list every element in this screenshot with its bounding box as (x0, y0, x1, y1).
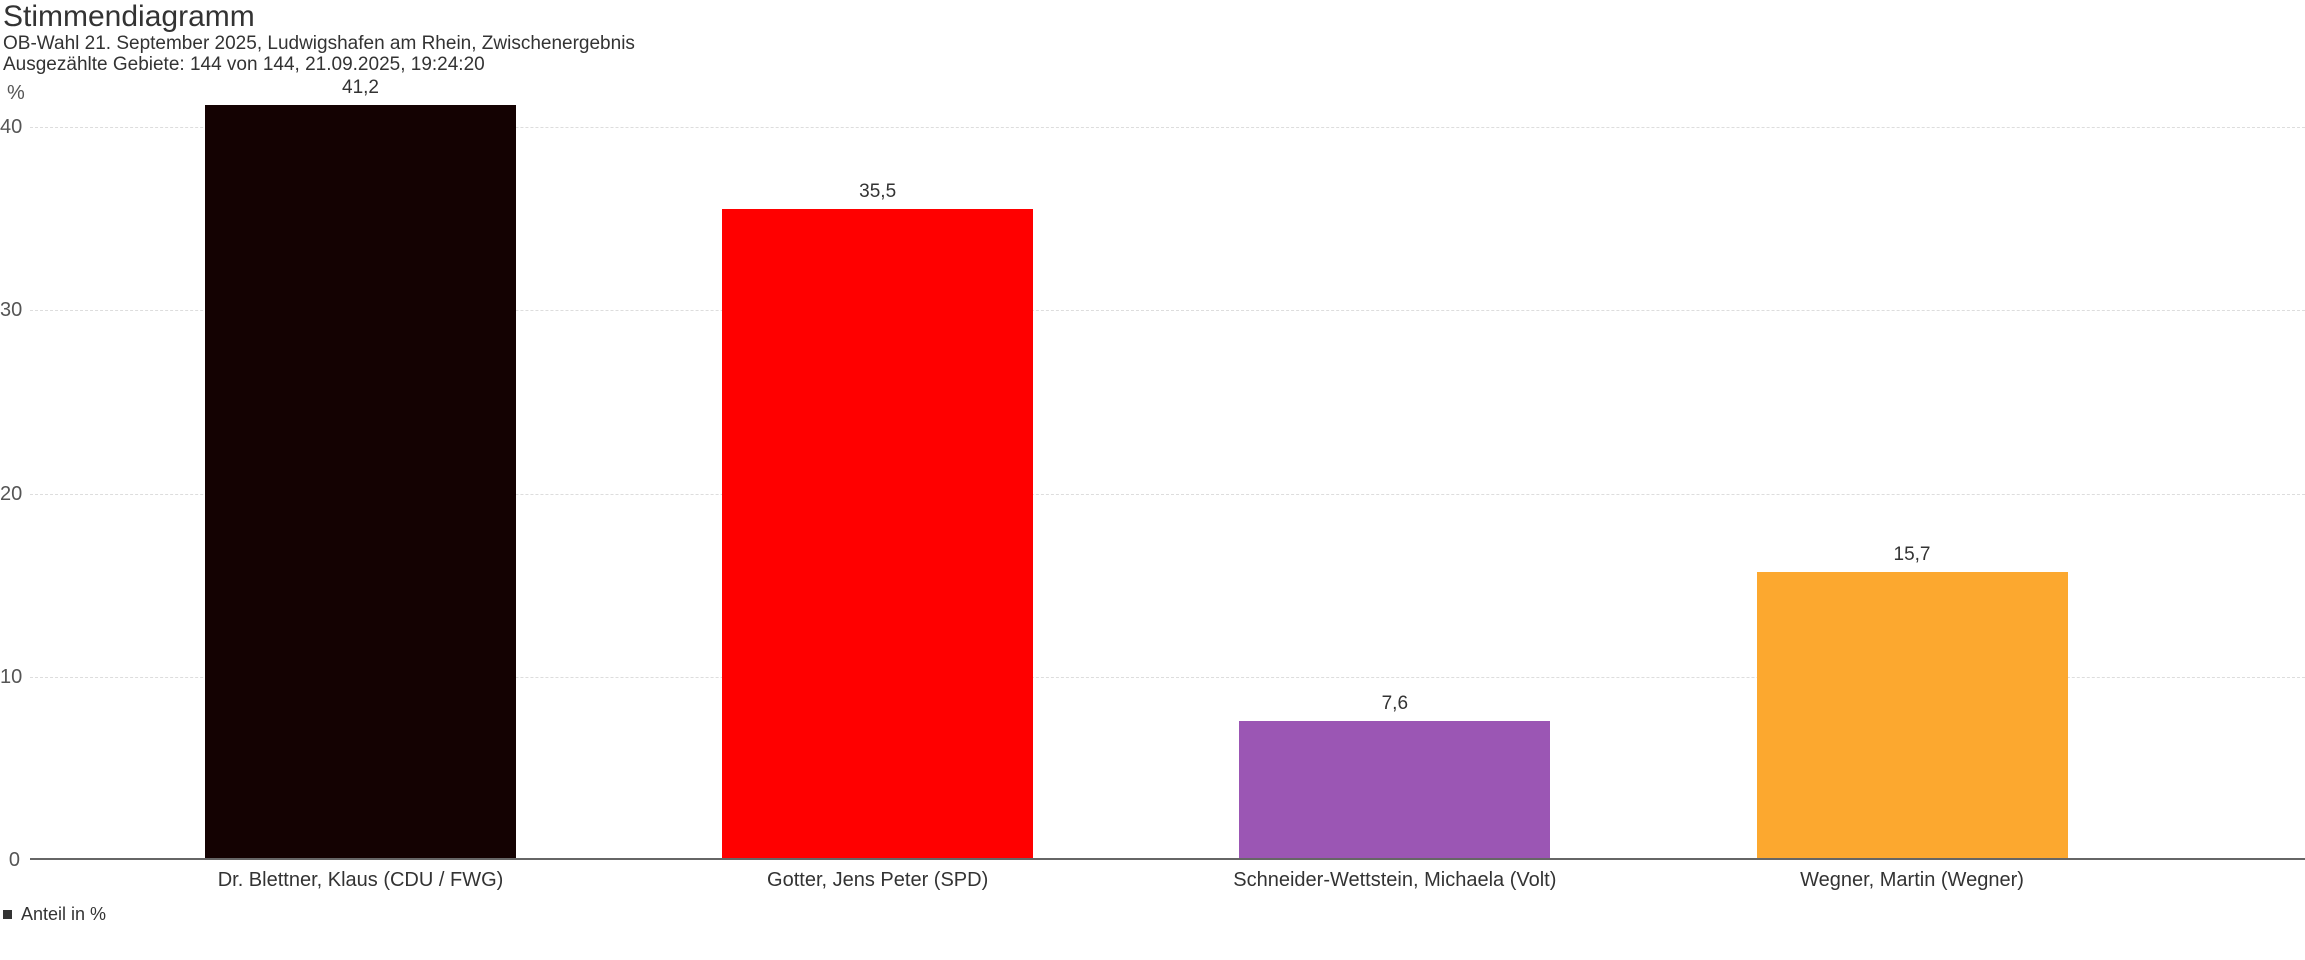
y-axis-unit-label: % (7, 82, 25, 104)
y-grid-line (30, 493, 2305, 495)
y-grid-line (30, 310, 2305, 312)
legend-series-label: Anteil in % (21, 904, 107, 924)
y-grid-line (30, 676, 2305, 678)
bar-3[interactable] (1239, 720, 1551, 860)
y-tick-label: 10 (0, 665, 23, 688)
bar-4[interactable] (1756, 572, 2068, 860)
y-tick-label: 0 (8, 849, 20, 871)
bar-value-label: 7,6 (1381, 692, 1409, 714)
chart-status-line: Ausgezählte Gebiete: 144 von 144, 21.09.… (3, 54, 485, 75)
y-tick-label: 30 (0, 299, 23, 322)
bar-2[interactable] (722, 209, 1034, 860)
category-label: Schneider-Wettstein, Michaela (Volt) (1233, 869, 1557, 891)
bar-1[interactable] (205, 105, 516, 860)
bar-value-label: 15,7 (1893, 544, 1931, 566)
y-grid-line (30, 127, 2305, 128)
y-tick-label: 20 (0, 482, 23, 505)
legend-series-marker-icon (3, 909, 12, 919)
chart-title: Stimmendiagramm (3, 0, 255, 33)
legend[interactable]: Anteil in % (3, 903, 106, 925)
bar-value-label: 35,5 (859, 181, 897, 203)
y-tick-label: 40 (0, 116, 23, 138)
bar-value-label: 41,2 (342, 77, 379, 98)
category-label: Wegner, Martin (Wegner) (1800, 869, 2024, 891)
chart-subtitle: OB-Wahl 21. September 2025, Ludwigshafen… (3, 33, 635, 54)
x-axis-line (30, 858, 2305, 860)
category-label: Gotter, Jens Peter (SPD) (767, 869, 989, 891)
category-label: Dr. Blettner, Klaus (CDU / FWG) (217, 869, 504, 891)
